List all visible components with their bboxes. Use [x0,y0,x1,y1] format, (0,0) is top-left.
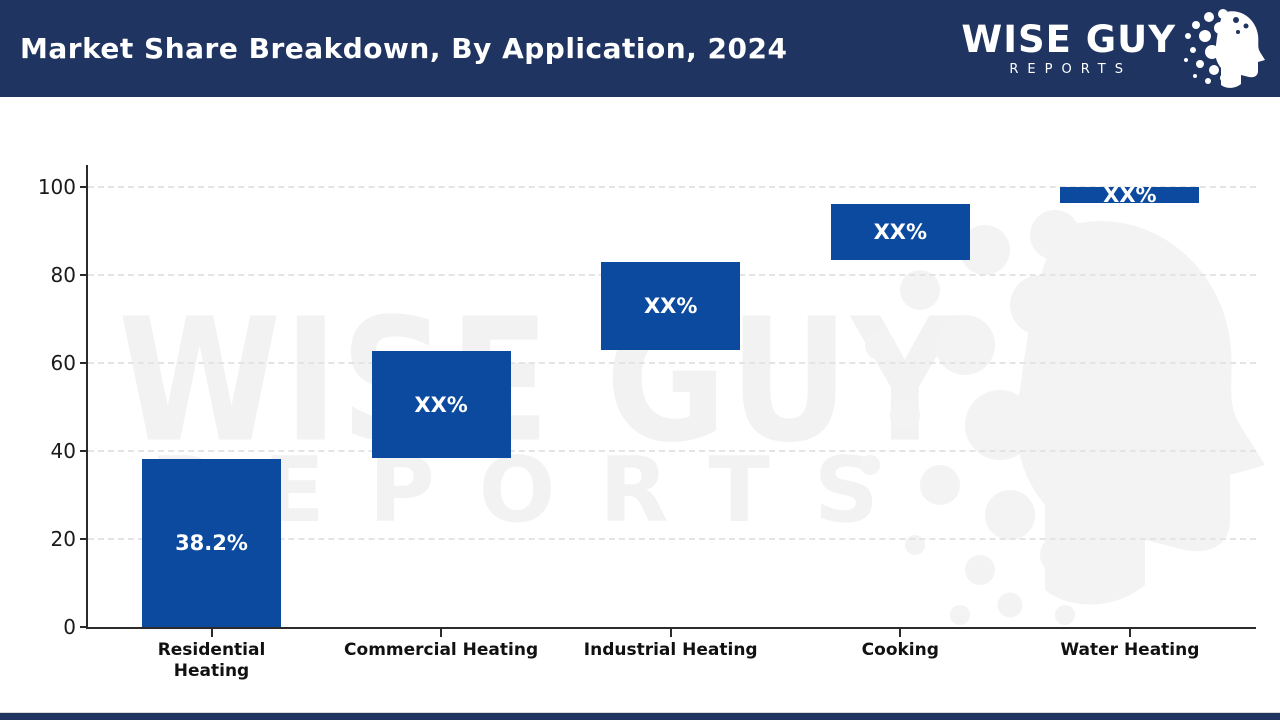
x-category-label-3: Cooking [861,640,939,660]
bar-commercial-heating: XX% [371,351,511,459]
gridline-60 [88,362,1256,364]
y-tick-label-0: 0 [63,615,76,639]
y-tickmark-40 [80,450,88,452]
bar-industrial-heating: XX% [601,261,741,350]
x-category-label-2: Industrial Heating [583,640,758,660]
y-tickmark-100 [80,186,88,188]
bar-value-label: XX% [873,220,928,245]
y-tick-label-20: 20 [50,527,76,551]
gridline-20 [88,538,1256,540]
bar-residential-heating: 38.2% [142,458,281,627]
x-tickmark-0 [210,629,213,637]
gridline-40 [88,450,1256,452]
footer-hairline [0,712,1280,713]
brand-logo: WISE GUY REPORTS [961,8,1266,90]
page-title: Market Share Breakdown, By Application, … [20,32,788,65]
x-category-label-0: Residential Heating [157,640,266,682]
x-tickmark-1 [440,629,443,637]
x-tickmark-3 [899,629,902,637]
x-axis-line [86,627,1256,629]
x-category-label-4: Water Heating [1060,640,1200,660]
y-tickmark-0 [80,626,88,628]
y-tickmark-20 [80,538,88,540]
x-tickmark-4 [1128,629,1131,637]
brand-wordmark: WISE GUY REPORTS [961,18,1176,77]
y-axis-line [86,165,88,629]
y-tick-label-80: 80 [50,263,76,287]
y-tickmark-60 [80,362,88,364]
bar-value-label: XX% [414,392,468,417]
brand-name: WISE GUY [961,18,1176,62]
bar-cooking: XX% [830,204,970,261]
footer-bar [0,713,1280,720]
header-bar: Market Share Breakdown, By Application, … [0,0,1280,97]
y-tick-label-40: 40 [50,439,76,463]
y-tickmark-80 [80,274,88,276]
y-tick-label-60: 60 [50,351,76,375]
x-category-label-1: Commercial Heating [344,640,539,660]
gridline-100 [88,186,1256,188]
bar-water-heating: XX% [1060,183,1200,207]
brand-head-icon [1184,9,1265,88]
x-tickmark-2 [669,629,672,637]
bar-value-label: 38.2% [175,530,248,555]
brand-subtitle: REPORTS [1009,61,1132,77]
y-tick-label-100: 100 [37,175,76,199]
bar-value-label: XX% [643,293,698,318]
bar-value-label: XX% [1103,182,1157,207]
